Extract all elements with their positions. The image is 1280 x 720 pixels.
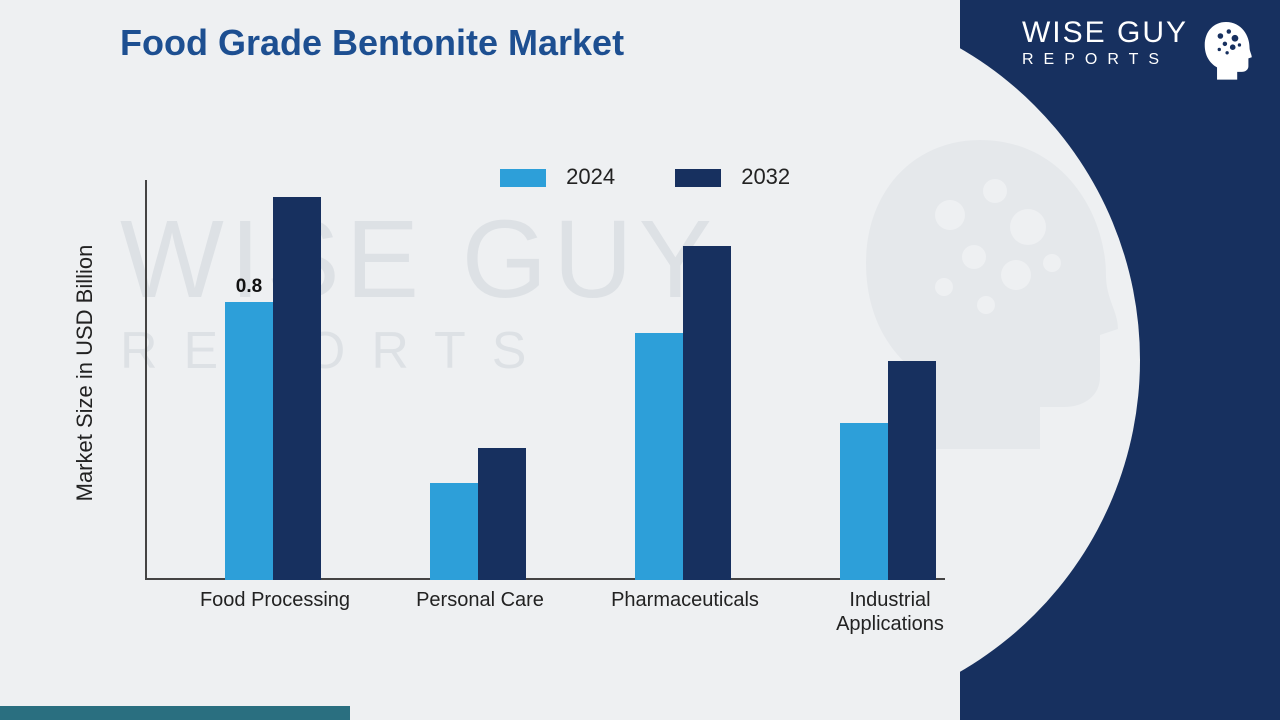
brand-name: WISE GUY bbox=[1022, 18, 1188, 48]
chart-plot: 0.8Food ProcessingPersonal CarePharmaceu… bbox=[145, 180, 945, 580]
bar-s2032 bbox=[273, 197, 321, 580]
stage: WISE GUY REPORTS Food Grade Bentonite Ma… bbox=[0, 0, 1280, 720]
category-label: Pharmaceuticals bbox=[605, 588, 765, 612]
chart-area: Market Size in USD Billion 0.8Food Proce… bbox=[55, 160, 955, 660]
y-axis-label-wrap: Market Size in USD Billion bbox=[55, 160, 95, 580]
bar-s2024 bbox=[635, 333, 683, 580]
brand-logo: WISE GUY REPORTS bbox=[1022, 18, 1254, 82]
bar-s2032 bbox=[478, 448, 526, 580]
category-label: Food Processing bbox=[195, 588, 355, 612]
bar-s2024 bbox=[840, 423, 888, 580]
bar-s2032 bbox=[683, 246, 731, 580]
bar-value-label: 0.8 bbox=[219, 276, 279, 298]
brand-sub: REPORTS bbox=[1022, 52, 1188, 68]
bar-s2024 bbox=[430, 483, 478, 580]
category-label: Personal Care bbox=[400, 588, 560, 612]
category-label: Industrial Applications bbox=[810, 588, 970, 636]
y-axis-line bbox=[145, 180, 147, 580]
chart-title: Food Grade Bentonite Market bbox=[120, 22, 624, 64]
bar-s2032 bbox=[888, 361, 936, 580]
y-axis-label: Market Size in USD Billion bbox=[72, 183, 98, 563]
footer-accent-bar bbox=[0, 706, 350, 720]
bar-s2024 bbox=[225, 302, 273, 580]
brand-head-icon bbox=[1198, 18, 1254, 82]
